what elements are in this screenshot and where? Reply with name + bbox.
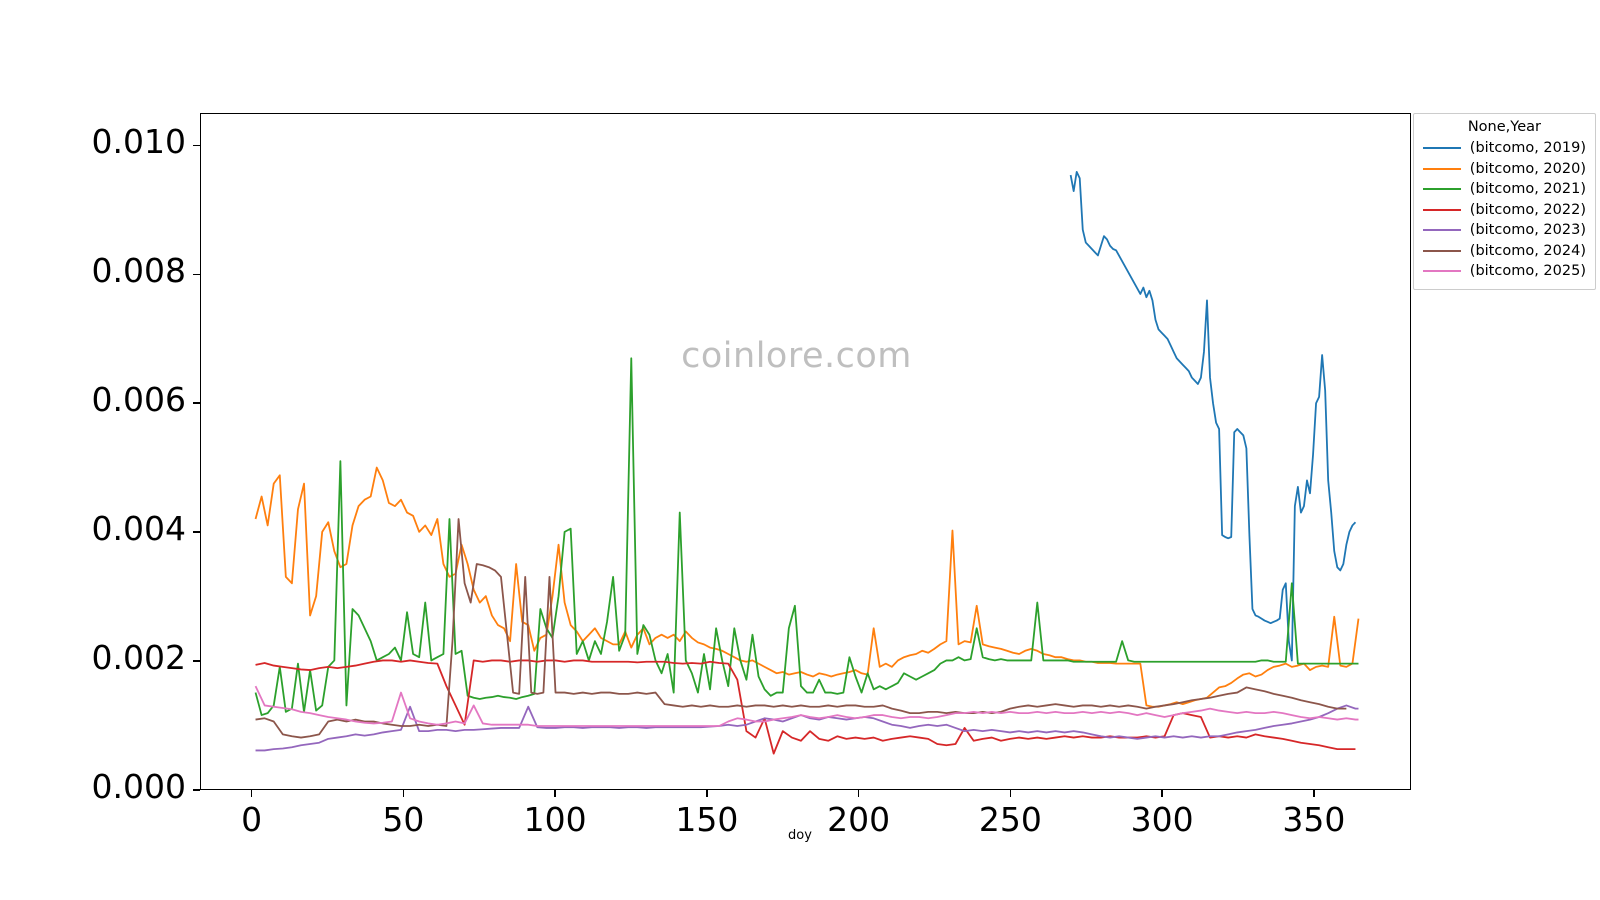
x-tick-label: 250 bbox=[978, 800, 1042, 839]
y-tick-label: 0.010 bbox=[91, 122, 186, 162]
chart-lines bbox=[201, 114, 1410, 789]
x-tick-mark bbox=[706, 790, 708, 797]
y-tick-label: 0.008 bbox=[91, 251, 186, 291]
legend-item[interactable]: (bitcomo, 2020) bbox=[1422, 159, 1586, 180]
legend-item-label: (bitcomo, 2022) bbox=[1469, 201, 1586, 218]
y-tick-mark bbox=[193, 402, 200, 404]
series-line bbox=[256, 468, 1359, 707]
legend-item-label: (bitcomo, 2024) bbox=[1469, 242, 1586, 259]
legend-item[interactable]: (bitcomo, 2025) bbox=[1422, 261, 1586, 282]
legend-item[interactable]: (bitcomo, 2022) bbox=[1422, 200, 1586, 221]
y-tick-label: 0.004 bbox=[91, 509, 186, 549]
y-tick-mark bbox=[193, 660, 200, 662]
legend: None,Year (bitcomo, 2019) (bitcomo, 2020)… bbox=[1412, 113, 1596, 290]
series-line bbox=[256, 519, 1347, 738]
legend-entries: (bitcomo, 2019) (bitcomo, 2020) (bitcomo, … bbox=[1422, 138, 1586, 282]
y-tick-label: 0.002 bbox=[91, 638, 186, 678]
x-tick-label: 300 bbox=[1130, 800, 1194, 839]
x-tick-mark bbox=[857, 790, 860, 797]
x-tick-mark bbox=[250, 790, 253, 797]
series-line bbox=[256, 660, 1356, 753]
legend-color-swatch bbox=[1422, 249, 1461, 252]
series-line bbox=[256, 686, 1359, 726]
x-tick-mark bbox=[402, 790, 404, 797]
x-tick-label: 150 bbox=[675, 800, 739, 839]
legend-item[interactable]: (bitcomo, 2021) bbox=[1422, 179, 1586, 200]
y-tick-mark bbox=[193, 144, 200, 146]
x-axis-label: doy bbox=[788, 828, 812, 843]
x-tick-label: 100 bbox=[523, 800, 587, 839]
y-tick-mark bbox=[193, 273, 200, 275]
legend-color-swatch bbox=[1422, 188, 1461, 191]
x-tick-label: 200 bbox=[827, 800, 891, 839]
x-tick-label: 350 bbox=[1282, 800, 1346, 839]
series-line bbox=[256, 358, 1359, 715]
x-tick-label: 50 bbox=[382, 800, 425, 839]
legend-color-swatch bbox=[1422, 229, 1461, 232]
x-tick-label: 0 bbox=[241, 800, 263, 839]
legend-item-label: (bitcomo, 2023) bbox=[1469, 222, 1586, 239]
legend-color-swatch bbox=[1422, 270, 1461, 273]
plot-area: coinlore.com bbox=[200, 113, 1411, 790]
series-line bbox=[256, 705, 1359, 750]
y-tick-mark bbox=[193, 531, 200, 533]
y-tick-mark bbox=[193, 789, 200, 791]
x-tick-mark bbox=[1009, 790, 1011, 797]
legend-item-label: (bitcomo, 2021) bbox=[1469, 181, 1586, 198]
y-tick-label: 0.000 bbox=[91, 767, 186, 806]
legend-item-label: (bitcomo, 2025) bbox=[1469, 263, 1586, 280]
legend-item-label: (bitcomo, 2019) bbox=[1469, 140, 1586, 157]
legend-color-swatch bbox=[1422, 208, 1461, 211]
legend-color-swatch bbox=[1422, 167, 1461, 170]
series-line bbox=[1071, 172, 1356, 661]
x-tick-mark bbox=[1161, 790, 1163, 797]
y-tick-label: 0.006 bbox=[91, 380, 186, 420]
x-tick-mark bbox=[1313, 790, 1315, 797]
legend-item[interactable]: (bitcomo, 2019) bbox=[1422, 138, 1586, 159]
x-tick-mark bbox=[554, 790, 556, 797]
legend-item[interactable]: (bitcomo, 2024) bbox=[1422, 241, 1586, 262]
legend-title: None,Year bbox=[1467, 119, 1541, 135]
legend-color-swatch bbox=[1422, 147, 1461, 150]
legend-item-label: (bitcomo, 2020) bbox=[1469, 160, 1586, 177]
legend-item[interactable]: (bitcomo, 2023) bbox=[1422, 220, 1586, 241]
